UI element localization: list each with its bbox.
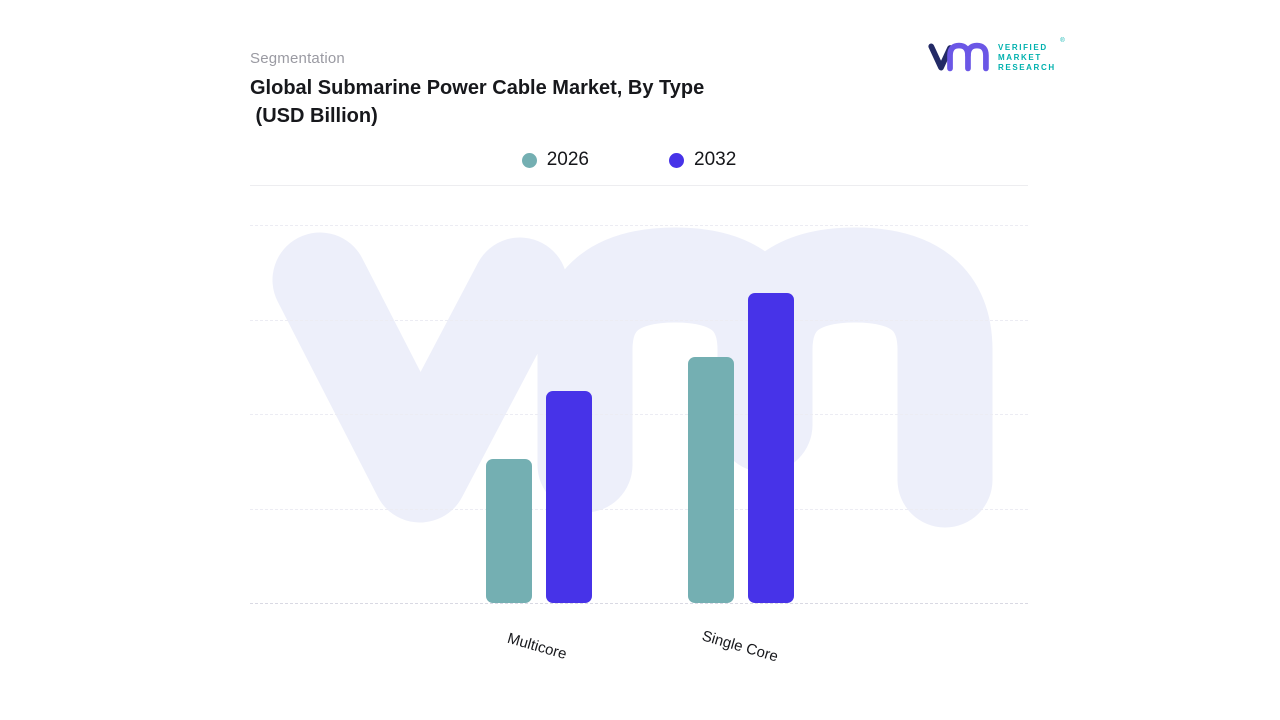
bar-2026-single-core <box>688 357 734 603</box>
legend-swatch-2032 <box>669 152 684 168</box>
logo-line-research: RESEARCH <box>998 63 1056 72</box>
legend-label-2026: 2026 <box>546 149 589 170</box>
chart-title: Global Submarine Power Cable Market, By … <box>250 74 870 130</box>
chart-title-line1: Global Submarine Power Cable Market, By … <box>250 77 705 99</box>
legend-item-2032[interactable]: 2032 <box>669 149 736 171</box>
bar-2032-single-core <box>748 293 794 603</box>
gridline <box>250 225 1028 226</box>
registered-trademark-symbol: ® <box>1060 38 1065 44</box>
legend-label-2032: 2032 <box>694 149 737 170</box>
gridline <box>250 508 1028 510</box>
bar-2032-multicore <box>546 391 592 603</box>
bar-group-multicore <box>486 225 592 603</box>
section-eyebrow: Segmentation <box>250 50 345 67</box>
logo-line-verified: VERIFIED <box>998 43 1048 52</box>
plot-area <box>250 225 1028 604</box>
logo-line-market: MARKET <box>998 53 1042 62</box>
x-axis-labels: Multicore Single Core <box>250 628 1028 690</box>
vmr-logo-text: VERIFIED MARKET RESEARCH ® <box>998 38 1065 73</box>
bar-2026-multicore <box>486 459 532 603</box>
legend: 2026 2032 <box>250 149 1028 171</box>
gridline <box>250 319 1028 321</box>
gridline <box>250 414 1028 415</box>
category-label-multicore: Multicore <box>505 629 569 664</box>
legend-divider <box>250 185 1028 186</box>
vmr-logo-mark-icon <box>928 42 989 72</box>
legend-item-2026[interactable]: 2026 <box>521 149 589 171</box>
category-label-single-core: Single Core <box>699 627 781 666</box>
vmr-logo: VERIFIED MARKET RESEARCH ® <box>928 36 1065 78</box>
chart-title-line2: (USD Billion) <box>250 105 378 127</box>
legend-swatch-2026 <box>521 152 537 168</box>
bar-group-single-core <box>688 225 794 603</box>
x-axis-baseline <box>250 603 1028 604</box>
